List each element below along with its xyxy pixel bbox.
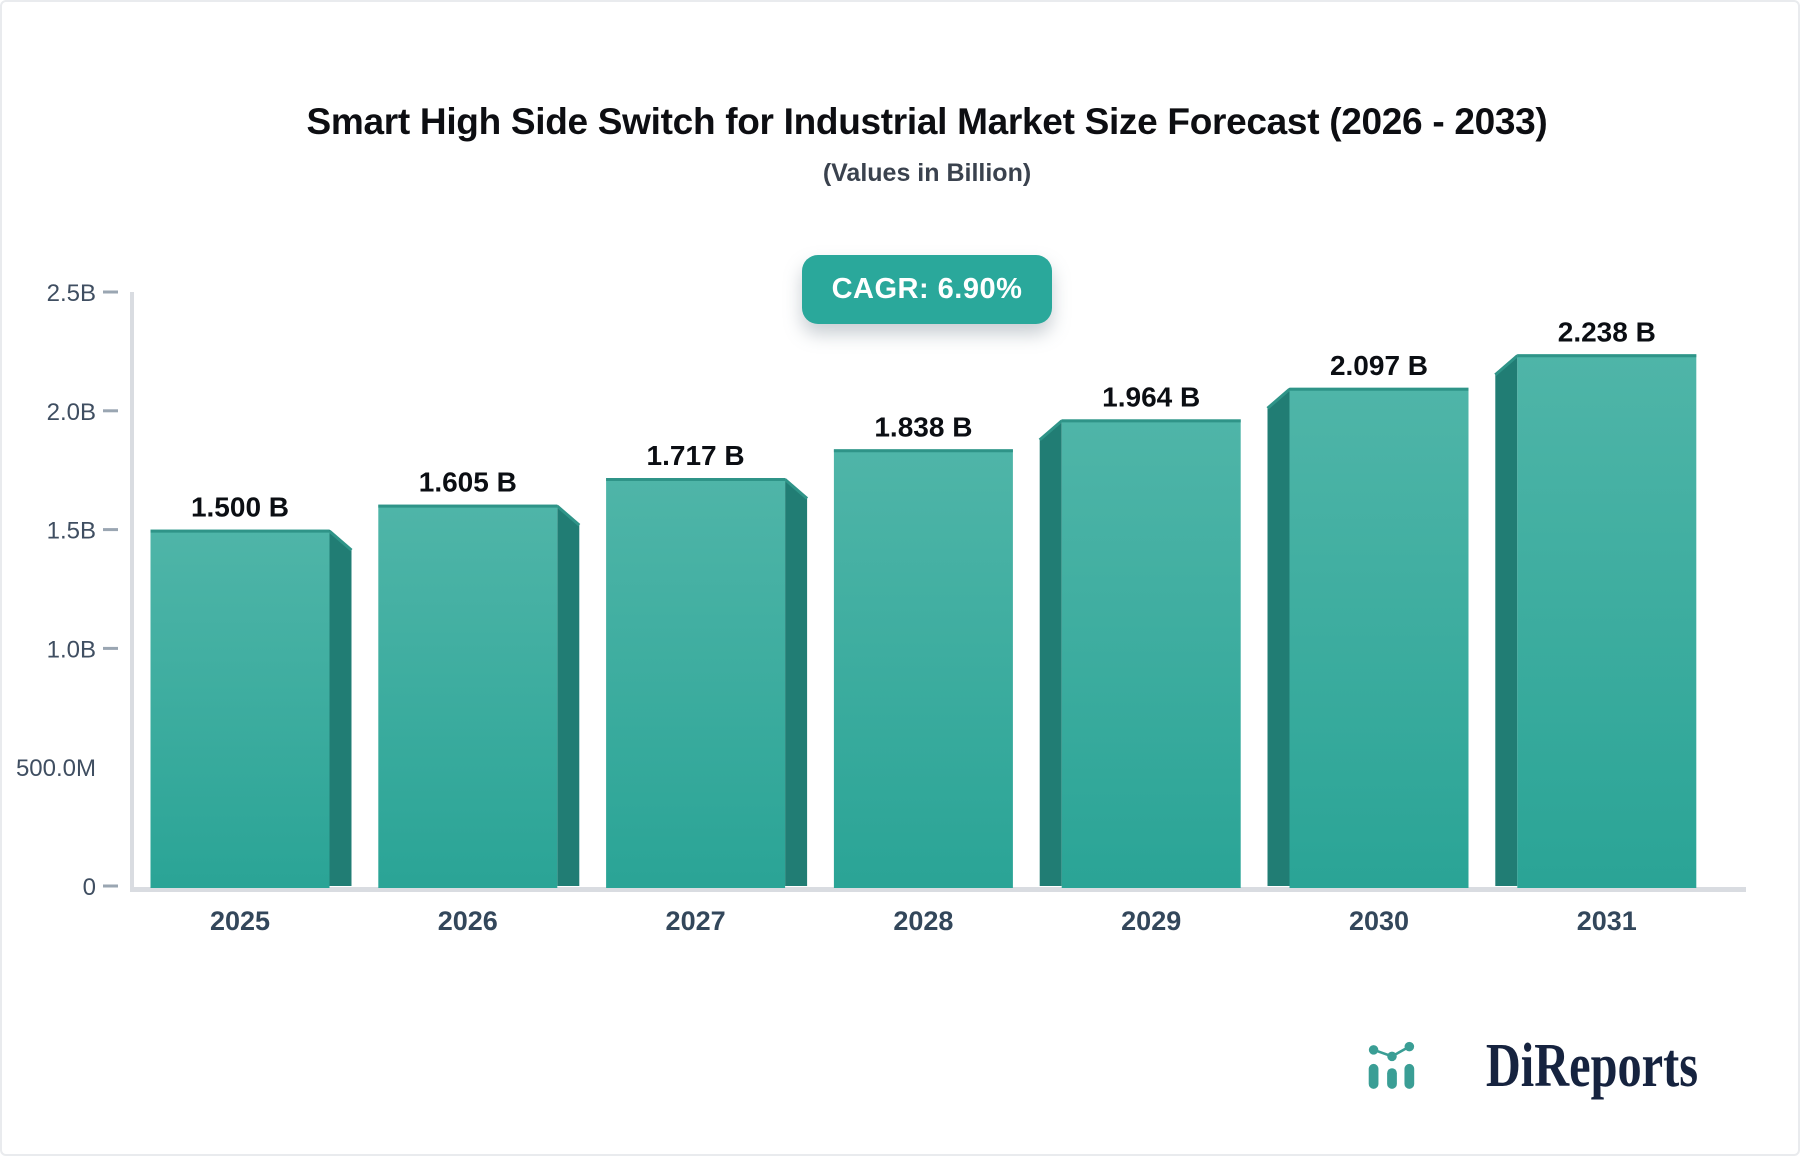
y-axis-label-0: 0: [83, 874, 96, 901]
bar-2030: 2.097 B 2030: [1266, 350, 1469, 936]
bar-side-top-edge: [1266, 388, 1291, 410]
bar-side-top-edge: [1038, 419, 1063, 441]
cagr-badge-row: CAGR: 6.90%: [127, 255, 1727, 324]
y-axis-tick: [103, 409, 118, 413]
y-axis-tick: [103, 528, 118, 532]
x-axis-label-2027: 2027: [666, 906, 726, 936]
bar-side-top-edge: [556, 505, 581, 527]
bar-2026: 1.605 B 2026: [378, 467, 581, 936]
x-axis-label-2026: 2026: [438, 906, 498, 936]
x-axis-label-2031: 2031: [1577, 906, 1637, 936]
cagr-badge: CAGR: 6.90%: [801, 255, 1053, 324]
bar-side-face: [785, 478, 808, 886]
x-axis-label-2028: 2028: [893, 906, 953, 936]
bar-value-label: 2.238 B: [1558, 316, 1656, 347]
x-axis-label-2030: 2030: [1349, 906, 1409, 936]
bar-face: [150, 529, 330, 888]
bar-2025: 1.500 B 2025: [150, 492, 353, 936]
y-axis-line: [130, 292, 134, 892]
bar-side-face: [329, 529, 352, 886]
y-axis-label-500.0M: 500.0M: [16, 755, 96, 782]
x-axis-label-2025: 2025: [210, 906, 270, 936]
y-axis-tick: [103, 884, 118, 888]
y-axis-label-1.5B: 1.5B: [47, 518, 96, 545]
bar-value-label: 1.838 B: [874, 411, 972, 442]
y-axis-tick: [103, 290, 118, 294]
bar-side-face: [557, 504, 580, 886]
bar-2027: 1.717 B 2027: [606, 440, 809, 936]
direports-logo-icon: [1368, 1041, 1415, 1089]
direports-logo-text: DiReports: [1485, 1032, 1698, 1100]
bar-side-face: [1039, 419, 1062, 886]
bar-value-label: 2.097 B: [1330, 350, 1428, 381]
bar-2028: 1.838 B 2028: [833, 411, 1013, 936]
bar-2031: 2.238 B 2031: [1494, 316, 1697, 936]
bar-value-label: 1.605 B: [419, 467, 517, 498]
bar-face: [1517, 354, 1697, 888]
bar-value-label: 1.500 B: [191, 492, 289, 523]
bar-side-top-edge: [328, 529, 353, 552]
y-axis-label-2.0B: 2.0B: [47, 399, 96, 426]
x-axis-label-2029: 2029: [1121, 906, 1181, 936]
y-axis-tick: [103, 646, 118, 650]
bar-side-top-edge: [1494, 354, 1519, 376]
x-axis-line: [130, 887, 1746, 892]
direports-logo: DiReports: [1366, 1032, 1698, 1100]
bar-face: [378, 504, 558, 888]
y-axis-label-2.5B: 2.5B: [47, 280, 96, 307]
bar-value-label: 1.717 B: [647, 440, 745, 471]
bar-face: [1289, 387, 1469, 888]
bar-side-top-edge: [784, 478, 809, 500]
bar-side-face: [1267, 387, 1290, 886]
bar-2029: 1.964 B 2029: [1038, 381, 1241, 936]
bar-face: [606, 478, 786, 888]
bar-value-label: 1.964 B: [1102, 381, 1200, 412]
bar-face: [1061, 419, 1241, 888]
bar-face: [833, 449, 1013, 888]
y-axis-label-1.0B: 1.0B: [47, 636, 96, 663]
bar-side-face: [1495, 354, 1518, 886]
